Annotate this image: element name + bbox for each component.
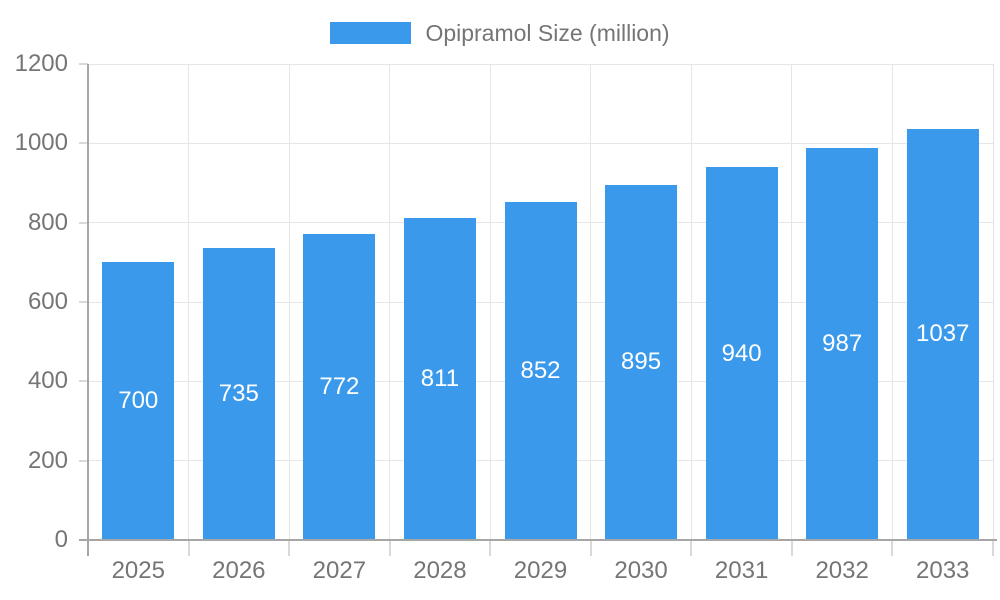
x-gridline [389,64,391,540]
x-axis-tick-label: 2030 [614,557,668,584]
bar[interactable] [806,148,879,540]
x-axis-tick-label: 2031 [714,557,769,584]
x-axis-tick-label: 2027 [312,557,367,584]
x-gridline [188,64,190,540]
y-axis-tick-label: 1000 [14,129,68,157]
bar[interactable] [906,128,979,540]
x-axis-tick-label: 2025 [111,557,165,584]
bar[interactable] [102,262,175,540]
y-axis-tick-label: 0 [54,526,68,553]
bar-value-label: 987 [822,330,863,358]
x-gridline [489,64,491,540]
x-axis-tick-label: 2032 [815,557,869,584]
x-gridline [288,64,290,540]
bar[interactable] [202,248,275,540]
y-axis-tick [79,63,88,65]
y-axis-tick [79,380,88,383]
x-axis-tick [288,540,291,556]
x-axis-tick [489,540,492,556]
x-axis-tick-label: 2026 [212,557,266,584]
y-axis-tick-label: 400 [27,367,68,395]
x-axis-tick [589,540,592,556]
bar-value-label: 940 [721,339,762,367]
x-axis-tick [388,540,391,556]
x-axis-tick-label: 2033 [916,557,970,584]
y-axis-tick [79,221,88,224]
legend[interactable]: Opipramol Size (million) [0,17,1000,49]
bar[interactable] [303,233,376,540]
x-gridline [891,64,893,540]
y-axis-line [87,64,89,556]
y-axis-tick-label: 600 [27,288,68,315]
y-axis-tick-label: 800 [27,208,68,236]
y-gridline [88,142,993,144]
x-axis-tick-label: 2029 [513,557,568,584]
x-gridline [590,64,592,540]
y-axis-tick-label: 1200 [14,50,68,77]
x-axis-tick [790,540,793,556]
bar[interactable] [705,167,778,540]
bar[interactable] [605,184,678,540]
bar[interactable] [504,202,577,540]
x-gridline [791,64,793,540]
bar-value-label: 1037 [916,320,970,348]
x-axis-tick-label: 2028 [413,557,467,584]
x-axis-tick [187,540,190,556]
bar[interactable] [403,218,476,540]
legend-swatch-icon [330,22,412,44]
x-axis-tick [891,540,894,556]
x-axis-tick [992,540,994,556]
x-gridline [690,64,692,540]
bar-value-label: 772 [319,372,360,400]
bar-value-label: 811 [420,365,460,393]
legend-series-label: Opipramol Size (million) [425,20,670,46]
y-gridline [88,63,993,65]
x-axis-line [79,539,997,541]
bar-value-label: 700 [118,387,159,415]
x-axis-tick [690,540,693,556]
x-gridline [992,64,994,540]
bar-value-label: 852 [520,357,561,385]
y-axis-tick [79,142,88,145]
bar-value-label: 895 [621,348,662,376]
y-axis-tick [79,459,88,462]
y-axis-tick [79,301,88,303]
y-axis-tick-label: 200 [27,446,68,474]
bar-value-label: 735 [218,380,259,408]
